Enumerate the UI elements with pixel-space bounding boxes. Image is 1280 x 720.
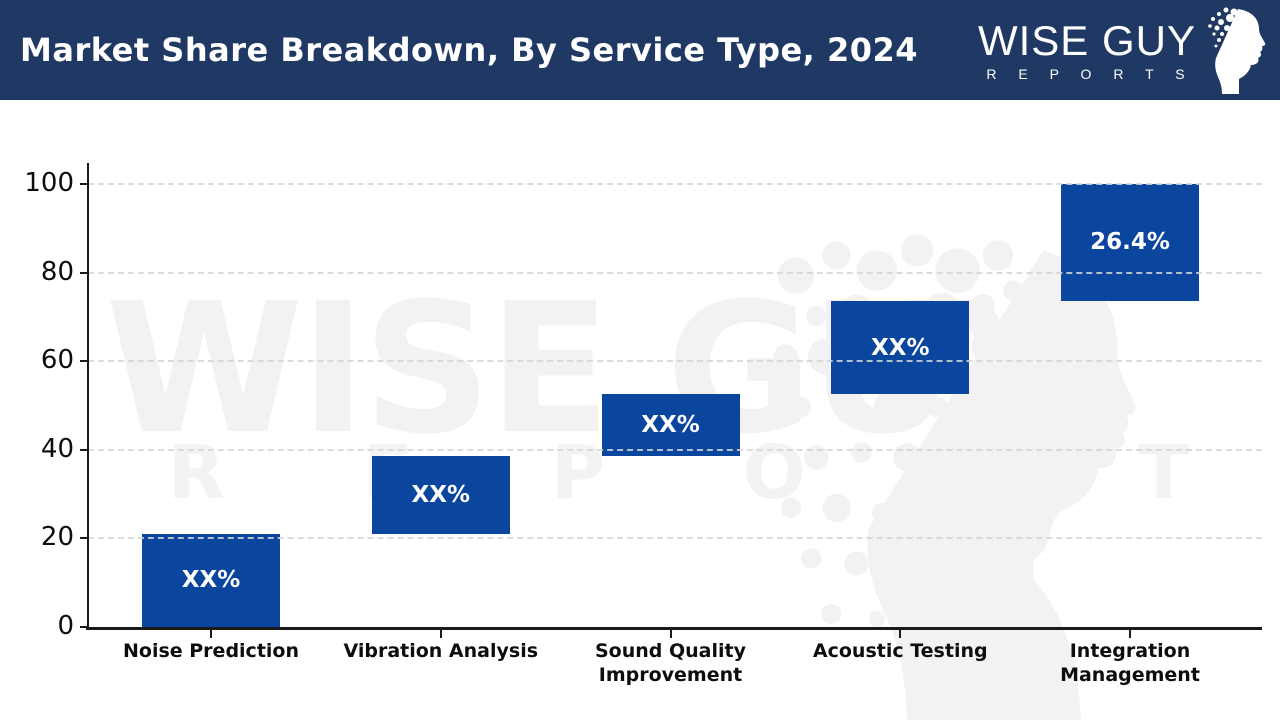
chart-area: WISE GUY R E P O R T S: [0, 100, 1280, 720]
x-category-label-1: Noise Prediction: [122, 640, 299, 662]
y-tick-label-60: 60: [40, 345, 74, 376]
logo-face-icon: [1208, 7, 1266, 94]
x-category-label-3: Sound Quality Improvement: [595, 640, 746, 686]
y-tick-label-20: 20: [40, 522, 74, 553]
bar-value-label-4: XX%: [870, 334, 930, 361]
x-category-label-5: Integration Management: [1060, 640, 1200, 686]
gridline-60: [88, 360, 1262, 363]
bar-value-label-5: 26.4%: [1090, 229, 1170, 256]
header: Market Share Breakdown, By Service Type,…: [0, 0, 1280, 100]
y-tick-label-0: 0: [57, 611, 74, 641]
bar-value-label-1: XX%: [181, 567, 241, 594]
x-tick-mark-3: [669, 629, 672, 638]
y-tick-mark-0: [80, 626, 88, 628]
y-tick-label-80: 80: [40, 256, 74, 287]
x-category-label-2: Vibration Analysis: [343, 640, 539, 662]
bar-4: XX%: [831, 300, 970, 395]
bar-value-label-3: XX%: [641, 412, 700, 439]
x-axis-line: [86, 627, 1262, 630]
bar-1: XX%: [142, 533, 280, 627]
y-tick-mark-100: [80, 183, 88, 185]
x-category-label-4: Acoustic Testing: [812, 640, 988, 662]
bar-2: XX%: [371, 456, 510, 534]
chart-title: Market Share Breakdown, By Service Type,…: [20, 31, 919, 69]
y-tick-label-100: 100: [24, 168, 74, 198]
bar-value-label-2: XX%: [411, 482, 470, 509]
y-axis-line: [87, 163, 89, 630]
x-tick-mark-2: [439, 629, 442, 638]
x-tick-mark-5: [1129, 629, 1131, 638]
gridline-20: [88, 537, 1262, 540]
logo-wordmark: WISE GUY: [977, 16, 1196, 64]
x-tick-mark-1: [210, 629, 212, 638]
y-tick-mark-80: [80, 271, 88, 274]
logo-text: WISE GUY R E P O R T S: [977, 16, 1196, 82]
gridline-100: [88, 183, 1262, 185]
waterfall-chart: 0 20 40 60 80 100 XX% Noise Prediction XX% Vibrat…: [0, 100, 1280, 720]
x-tick-mark-4: [899, 629, 902, 638]
wiseguy-logo: WISE GUY R E P O R T S: [978, 6, 1268, 94]
y-tick-label-40: 40: [40, 433, 74, 464]
gridline-40: [88, 448, 1262, 451]
bar-3: XX%: [601, 394, 740, 457]
gridline-80: [88, 271, 1262, 274]
bar-5: 26.4%: [1061, 184, 1199, 301]
y-tick-mark-20: [80, 537, 88, 540]
logo-tagline: R E P O R T S: [986, 65, 1194, 82]
y-tick-mark-60: [80, 360, 88, 363]
y-tick-mark-40: [80, 448, 88, 451]
